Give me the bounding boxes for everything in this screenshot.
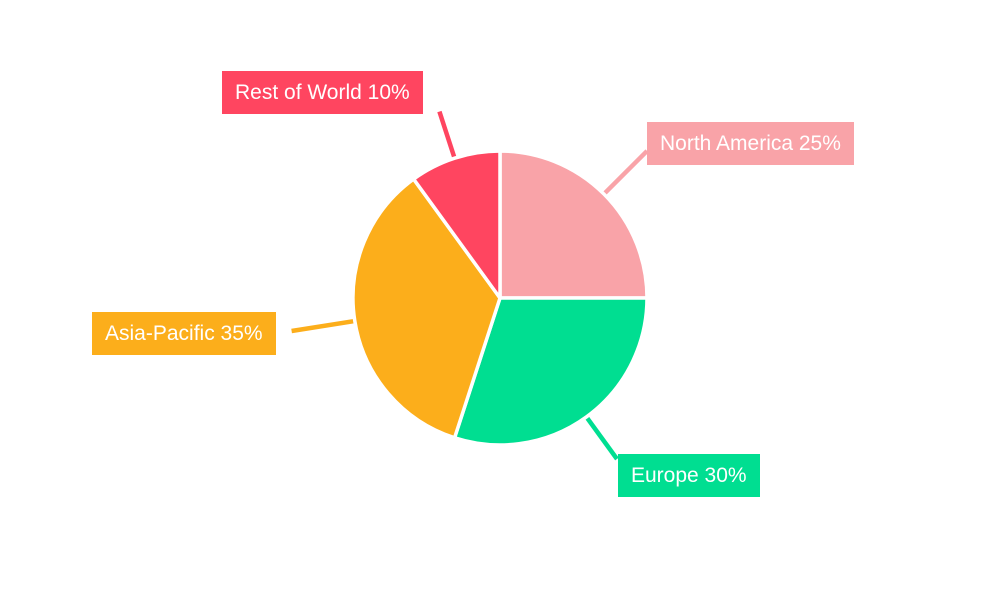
leader-line-rest-of-world bbox=[437, 110, 458, 161]
pie-slice-asia-pacific[interactable] bbox=[351, 177, 502, 440]
pie-slice-rest-of-world[interactable] bbox=[411, 149, 502, 300]
slice-label-asia-pacific: Asia-Pacific 35% bbox=[92, 312, 276, 355]
slice-label-europe: Europe 30% bbox=[618, 454, 760, 497]
pie-slice-europe[interactable] bbox=[452, 296, 649, 447]
slice-label-rest-of-world: Rest of World 10% bbox=[222, 71, 423, 114]
slice-label-north-america: North America 25% bbox=[647, 122, 854, 165]
leader-line-europe bbox=[583, 413, 619, 461]
leader-line-north-america bbox=[600, 149, 649, 198]
pie-slice-north-america[interactable] bbox=[498, 149, 649, 300]
leader-line-asia-pacific bbox=[291, 318, 358, 334]
